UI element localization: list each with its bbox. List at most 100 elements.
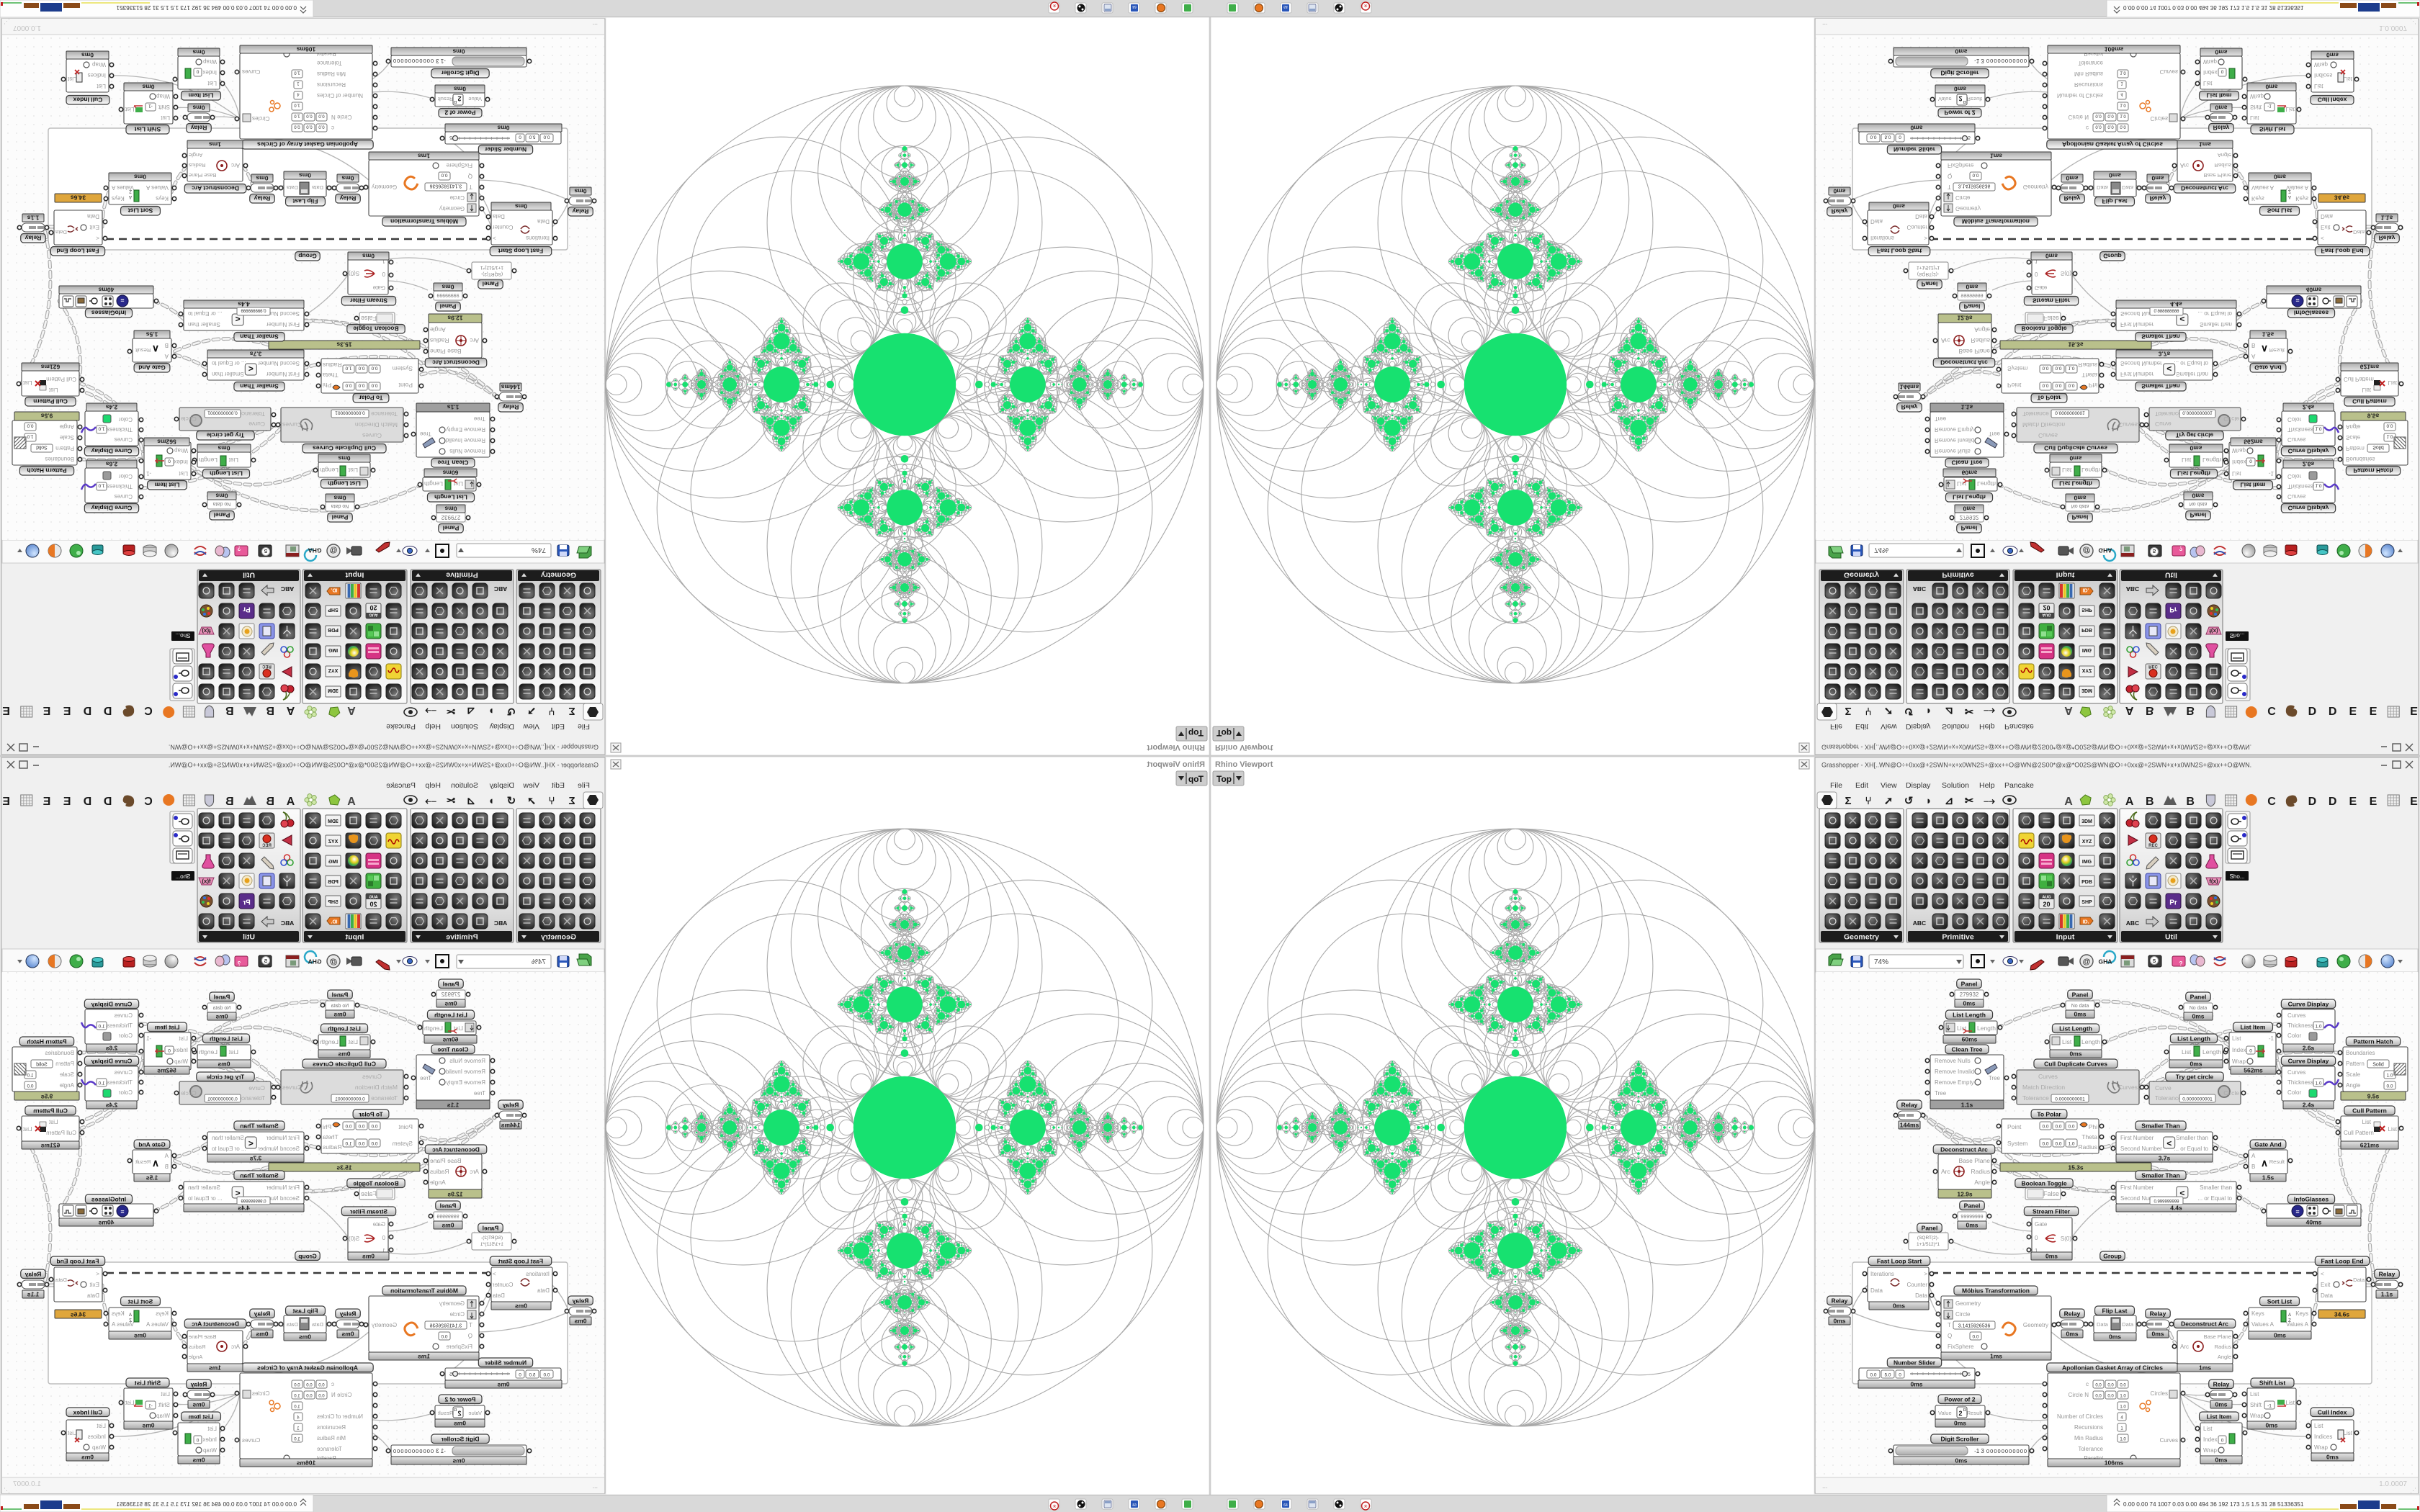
svg-text:0ms: 0ms	[2192, 1013, 2204, 1020]
svg-text:No data: No data	[2071, 1004, 2089, 1009]
svg-text:34.6s: 34.6s	[2334, 1311, 2350, 1318]
svg-text:Shift: Shift	[2250, 1402, 2262, 1408]
svg-text:Angle: Angle	[2346, 1082, 2361, 1089]
svg-text:Wrap: Wrap	[2232, 1058, 2246, 1065]
svg-text:@: @	[2083, 958, 2091, 966]
svg-text:Arc: Arc	[2180, 1344, 2189, 1350]
svg-text:2: 2	[1958, 1410, 1962, 1417]
svg-text:B: B	[2186, 796, 2195, 808]
svg-text:Arc: Arc	[1941, 1168, 1951, 1175]
svg-text:0ms: 0ms	[1966, 1222, 1978, 1229]
svg-text:List Length: List Length	[2059, 1025, 2092, 1032]
svg-text:Rhino Viewport: Rhino Viewport	[1215, 760, 1273, 769]
svg-text:0: 0	[2017, 1448, 2020, 1454]
svg-text:Remove Empty: Remove Empty	[1935, 1079, 1974, 1086]
svg-text:0ms: 0ms	[1833, 1318, 1845, 1325]
svg-text:SHP: SHP	[2081, 900, 2092, 905]
svg-text:0.0: 0.0	[2107, 1384, 2114, 1388]
svg-text:0.0: 0.0	[2068, 1125, 2074, 1130]
svg-text:Cull Duplicate Curves: Cull Duplicate Curves	[2044, 1061, 2107, 1068]
svg-text:≡: ≡	[2295, 1208, 2299, 1215]
svg-text:Wrap: Wrap	[2203, 1447, 2218, 1454]
svg-text:0ms: 0ms	[2274, 1332, 2286, 1339]
svg-text:4.4s: 4.4s	[2170, 1205, 2182, 1212]
svg-text:Indices: Indices	[2314, 1434, 2332, 1440]
svg-text:1.0.0007: 1.0.0007	[2379, 1480, 2407, 1488]
svg-text:Deconstruct Arc: Deconstruct Arc	[2181, 1320, 2228, 1328]
svg-text:Curves: Curves	[2160, 1437, 2178, 1444]
svg-text:?: ?	[2179, 960, 2183, 967]
svg-text:0ms: 0ms	[2265, 1422, 2277, 1429]
svg-text:Data: Data	[2097, 1321, 2109, 1328]
svg-text:Sort List: Sort List	[2267, 1298, 2293, 1305]
svg-text:List: List	[2314, 1423, 2323, 1429]
svg-text:0ms: 0ms	[2069, 1050, 2081, 1058]
svg-text:S(0): S(0)	[2061, 1236, 2071, 1242]
svg-text:T: T	[1948, 1322, 1951, 1328]
svg-text:Tree: Tree	[1935, 1090, 1947, 1097]
svg-text:... or Equal to: ... or Equal to	[2174, 1146, 2208, 1152]
svg-text:1.0: 1.0	[2386, 1074, 2393, 1079]
svg-text:Relay: Relay	[1901, 1102, 1918, 1109]
svg-text:Keys: Keys	[2251, 1310, 2264, 1317]
svg-text:Data: Data	[1870, 1287, 1883, 1294]
svg-text:Tolerance: Tolerance	[2078, 1446, 2103, 1452]
svg-text:Clean Tree: Clean Tree	[1952, 1046, 1983, 1053]
svg-text:Apollonian Gasket Array of Cir: Apollonian Gasket Array of Circles	[2062, 1364, 2163, 1372]
svg-text:-1: -1	[2269, 1035, 2275, 1042]
svg-text:Recursions: Recursions	[2074, 1424, 2103, 1431]
svg-text:1.0: 1.0	[2120, 1438, 2126, 1442]
svg-text:0ms: 0ms	[1954, 1420, 1966, 1427]
svg-text:Pattern: Pattern	[2346, 1061, 2365, 1067]
svg-text:1.0: 1.0	[2315, 1081, 2321, 1086]
svg-text:Gate And: Gate And	[2254, 1141, 2281, 1148]
svg-text:Display: Display	[1906, 781, 1931, 790]
svg-text:0.0: 0.0	[2042, 1142, 2048, 1147]
svg-text:Boolean Toggle: Boolean Toggle	[2021, 1180, 2066, 1187]
svg-text:S: S	[2153, 959, 2156, 964]
svg-text:Input: Input	[2056, 933, 2075, 942]
svg-text:Sho...: Sho...	[2230, 873, 2245, 880]
svg-text:0.0: 0.0	[2120, 1384, 2126, 1388]
svg-text:Base Plane: Base Plane	[2204, 1333, 2231, 1340]
svg-text:0ms: 0ms	[2109, 1333, 2121, 1341]
svg-text:Values A: Values A	[2251, 1321, 2275, 1328]
svg-text:View: View	[1881, 781, 1897, 790]
svg-text:Panel: Panel	[1961, 981, 1978, 988]
svg-text:Angle: Angle	[1974, 1179, 1990, 1186]
svg-text:Grasshopper - XH[..WN@O÷+0xx@+: Grasshopper - XH[..WN@O÷+0xx@+2SWN+x+x0W…	[1821, 762, 2251, 769]
svg-text:0ms: 0ms	[2326, 1454, 2339, 1461]
svg-text:0.999999999: 0.999999999	[2154, 1200, 2179, 1205]
svg-text:Circle N: Circle N	[2069, 1392, 2089, 1398]
svg-text:1.1s: 1.1s	[1961, 1102, 1973, 1109]
svg-text:B: B	[2146, 796, 2154, 808]
svg-text:1.0: 1.0	[2068, 1142, 2074, 1147]
svg-text:XYZ: XYZ	[2082, 840, 2092, 845]
svg-text:System: System	[2007, 1140, 2027, 1147]
svg-text:Min Radius: Min Radius	[2074, 1435, 2103, 1441]
svg-text:Base Plane: Base Plane	[1959, 1157, 1991, 1164]
svg-text:<: <	[2321, 1271, 2324, 1277]
svg-text:E: E	[2410, 796, 2418, 808]
svg-text:(SQRT(2)-: (SQRT(2)-	[1917, 1236, 1939, 1241]
svg-text:0ms: 0ms	[1910, 1381, 1922, 1388]
svg-text:Group: Group	[2103, 1253, 2122, 1260]
svg-text:Thickness: Thickness	[2287, 1022, 2313, 1029]
svg-text:60ms: 60ms	[1962, 1036, 1978, 1043]
svg-text:Thickness: Thickness	[2287, 1079, 2313, 1086]
svg-text:Smaller than: Smaller than	[2200, 1184, 2232, 1191]
svg-text:REC: REC	[2148, 844, 2158, 848]
svg-text:False: False	[2043, 1190, 2059, 1197]
svg-text:144ms: 144ms	[1900, 1122, 1919, 1129]
svg-text:✂: ✂	[1965, 795, 1974, 807]
svg-text:Tolerance: Tolerance	[2155, 1094, 2182, 1102]
svg-text:Panel: Panel	[2072, 991, 2089, 999]
svg-text:Pancake: Pancake	[2004, 781, 2034, 790]
svg-text:List: List	[2250, 1391, 2259, 1398]
svg-text:List Length: List Length	[1953, 1012, 1986, 1019]
svg-text:◗: ◗	[1925, 795, 1932, 807]
svg-text:Value: Value	[1938, 1410, 1952, 1416]
svg-text:Pr: Pr	[2169, 899, 2177, 907]
svg-text:Exit: Exit	[2321, 1282, 2331, 1288]
svg-text:Circles: Circles	[2151, 1390, 2168, 1397]
